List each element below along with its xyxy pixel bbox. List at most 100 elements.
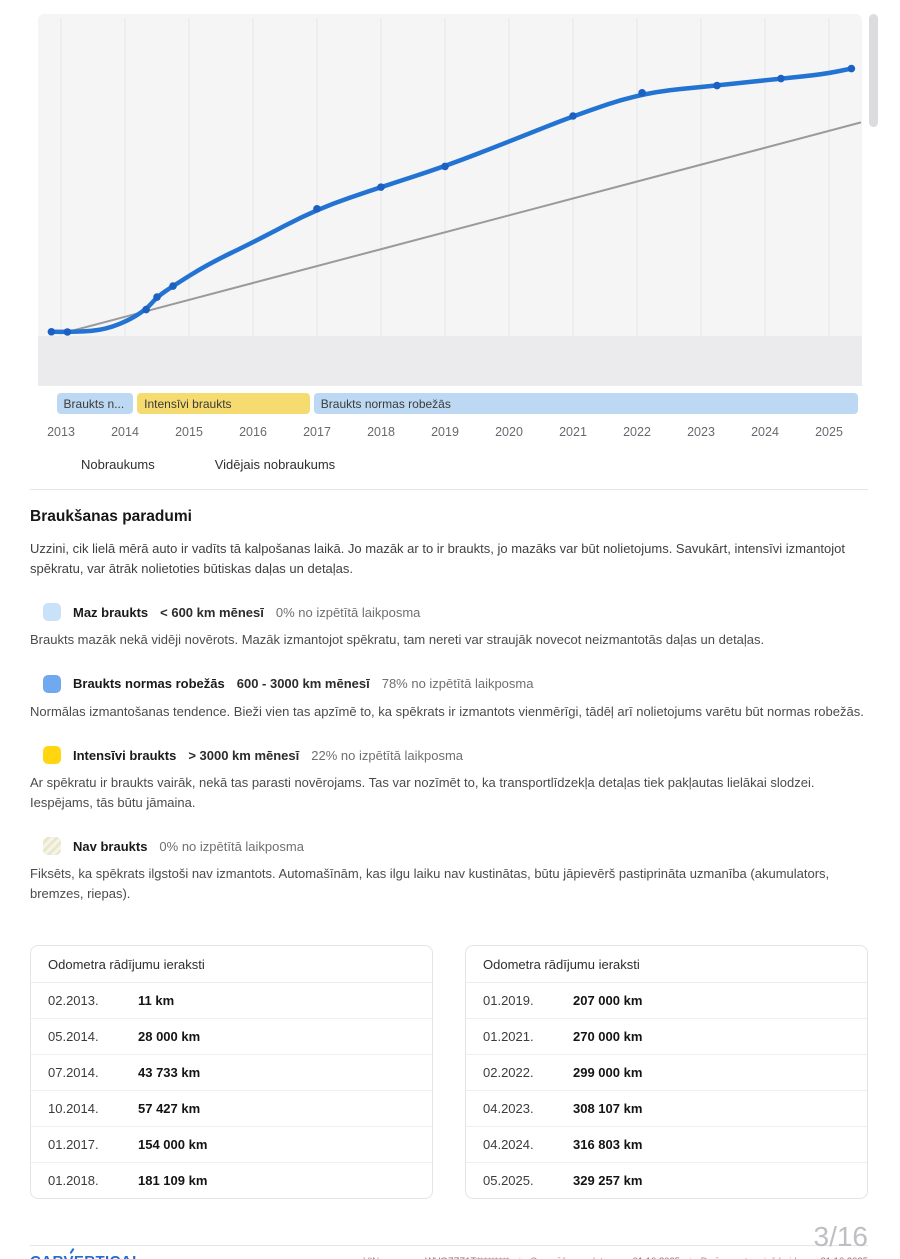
x-axis-ticks: 2013 2014 2015 2016 2017 2018 2019 2020 2021 2022… bbox=[0, 425, 900, 441]
habit-description: Fiksēts, ka spēkrats ilgstoši nav izmant… bbox=[30, 866, 830, 901]
divider: | bbox=[689, 1256, 691, 1259]
table-row: 05.2025. 329 257 km bbox=[466, 1162, 867, 1198]
mileage-chart bbox=[38, 14, 862, 386]
habit-item-intensivi-braukts: Intensīvi braukts > 3000 km mēnesī 22% n… bbox=[30, 746, 868, 764]
color-swatch bbox=[43, 674, 61, 693]
data-point-dot bbox=[713, 81, 721, 90]
table-header: Odometra rādījumu ieraksti bbox=[31, 946, 432, 983]
reading-date: 01.2019. bbox=[483, 993, 534, 1008]
legend-item-average: Vidējais nobraukums bbox=[179, 457, 335, 472]
page-title: Braukšanas paradumi bbox=[30, 508, 192, 525]
x-tick-label: 2017 bbox=[303, 425, 331, 439]
habit-label: Intensīvi braukts bbox=[73, 747, 177, 763]
table-row: 01.2017. 154 000 km bbox=[31, 1126, 432, 1162]
mileage-line bbox=[49, 66, 854, 335]
chart-legend: Nobraukums Vidējais nobraukums bbox=[45, 457, 335, 472]
color-swatch bbox=[43, 603, 61, 621]
driving-habits-section: Braukšanas paradumi Uzzini, cik lielā mē… bbox=[0, 508, 900, 1259]
data-point-dot bbox=[47, 327, 56, 336]
reading-value: 28 000 km bbox=[138, 1029, 201, 1044]
usage-bands: Braukts n... Intensīvi braukts Braukts nor… bbox=[0, 393, 900, 414]
table-row: 05.2014. 28 000 km bbox=[31, 1018, 432, 1054]
usage-band: Braukts n... bbox=[56, 393, 134, 414]
x-tick-label: 2023 bbox=[687, 425, 715, 439]
reading-date: 02.2013. bbox=[48, 993, 99, 1008]
divider bbox=[30, 1245, 868, 1246]
color-swatch bbox=[43, 746, 61, 764]
usage-band: Braukts normas robežās bbox=[313, 393, 858, 414]
reading-date: 05.2025. bbox=[483, 1173, 534, 1188]
table-row: 02.2022. 299 000 km bbox=[466, 1054, 867, 1090]
reading-date: 01.2018. bbox=[48, 1173, 99, 1188]
habit-item-normas-robezas: Braukts normas robežās 600 - 3000 km mēn… bbox=[30, 674, 868, 693]
habit-range: < 600 km mēnesī bbox=[160, 604, 264, 620]
table-row: 01.2018. 181 109 km bbox=[31, 1162, 432, 1198]
average-mileage-line bbox=[67, 121, 862, 333]
reading-date: 10.2014. bbox=[48, 1101, 99, 1116]
x-tick-label: 2021 bbox=[559, 425, 587, 439]
reading-value: 57 427 km bbox=[138, 1101, 201, 1116]
legend-label: Vidējais nobraukums bbox=[214, 457, 336, 472]
average-line-swatch bbox=[179, 464, 206, 466]
x-tick-label: 2016 bbox=[239, 425, 267, 439]
habit-label: Nav braukts bbox=[73, 838, 148, 854]
data-point-dot bbox=[313, 205, 321, 213]
mileage-plot bbox=[38, 14, 862, 386]
table-row: 07.2014. 43 733 km bbox=[31, 1054, 432, 1090]
data-point-dot bbox=[441, 162, 449, 171]
plot-baseline-strip bbox=[38, 336, 862, 386]
habit-share: 78% no izpētītā laikposma bbox=[381, 676, 534, 691]
reading-value: 11 km bbox=[138, 993, 175, 1008]
page-footer: CARVERTICAL VIN numurs: WVGZZZ1T********… bbox=[30, 1245, 868, 1259]
x-tick-label: 2013 bbox=[47, 425, 75, 439]
valid-label: Derīguma termiņš beidzas bbox=[701, 1256, 812, 1259]
x-tick-label: 2025 bbox=[815, 425, 843, 439]
mileage-chart-section: Braukts n... Intensīvi braukts Braukts nor… bbox=[0, 0, 900, 493]
table-row: 04.2024. 316 803 km bbox=[466, 1126, 867, 1162]
legend-label: Nobraukums bbox=[81, 457, 155, 472]
table-header: Odometra rādījumu ieraksti bbox=[466, 946, 867, 983]
table-row: 02.2013. 11 km bbox=[31, 983, 432, 1018]
habit-label: Braukts normas robežās bbox=[73, 676, 225, 691]
data-point-dot bbox=[142, 305, 150, 314]
data-point-dot bbox=[847, 64, 856, 73]
table-row: 01.2019. 207 000 km bbox=[466, 983, 867, 1018]
data-point-dot bbox=[569, 112, 577, 120]
divider bbox=[30, 489, 868, 490]
data-point-dot bbox=[638, 89, 646, 97]
vin-label: VIN numurs: bbox=[363, 1256, 416, 1259]
habit-description: Braukts mazāk nekā vidēji novērots. Mazā… bbox=[30, 632, 765, 647]
valid-value: 31.10.2025 bbox=[820, 1256, 868, 1259]
habit-share: 0% no izpētītā laikposma bbox=[159, 838, 304, 854]
habit-label: Maz braukts bbox=[73, 604, 149, 620]
intro-text: Uzzini, cik lielā mērā auto ir vadīts tā… bbox=[30, 541, 846, 576]
generated-value: 01.10.2025 bbox=[633, 1256, 681, 1259]
table-row: 04.2023. 308 107 km bbox=[466, 1090, 867, 1126]
color-swatch bbox=[43, 837, 61, 855]
habit-item-nav-braukts: Nav braukts 0% no izpētītā laikposma bbox=[30, 837, 868, 855]
data-point-dot bbox=[377, 183, 385, 191]
habit-description: Normālas izmantošanas tendence. Bieži vi… bbox=[30, 703, 864, 719]
reading-date: 04.2023. bbox=[483, 1101, 534, 1116]
reading-value: 154 000 km bbox=[138, 1137, 208, 1152]
odometer-tables: Odometra rādījumu ieraksti 02.2013. 11 k… bbox=[30, 945, 868, 1199]
reading-value: 299 000 km bbox=[573, 1065, 643, 1080]
page-number: 3/16 bbox=[813, 1221, 869, 1252]
reading-value: 270 000 km bbox=[573, 1029, 643, 1044]
reading-date: 04.2024. bbox=[483, 1137, 534, 1152]
x-tick-label: 2022 bbox=[623, 425, 651, 439]
habit-range: 600 - 3000 km mēnesī bbox=[236, 676, 370, 691]
x-tick-label: 2020 bbox=[495, 425, 523, 439]
habit-item-maz-braukts: Maz braukts < 600 km mēnesī 0% no izpētī… bbox=[30, 603, 868, 621]
odometer-table-right: Odometra rādījumu ieraksti 01.2019. 207 … bbox=[465, 945, 868, 1199]
habit-description: Ar spēkratu ir braukts vairāk, nekā tas … bbox=[30, 775, 815, 810]
scrollbar-thumb[interactable] bbox=[869, 14, 878, 127]
reading-date: 01.2017. bbox=[48, 1137, 99, 1152]
table-row: 10.2014. 57 427 km bbox=[31, 1090, 432, 1126]
mileage-line-swatch bbox=[45, 462, 72, 467]
data-point-dot bbox=[153, 293, 161, 301]
report-meta: VIN numurs: WVGZZZ1T********* | Ģenerēša… bbox=[363, 1253, 868, 1259]
reading-date: 02.2022. bbox=[483, 1065, 534, 1080]
x-tick-label: 2018 bbox=[367, 425, 395, 439]
data-point-dot bbox=[777, 74, 785, 83]
